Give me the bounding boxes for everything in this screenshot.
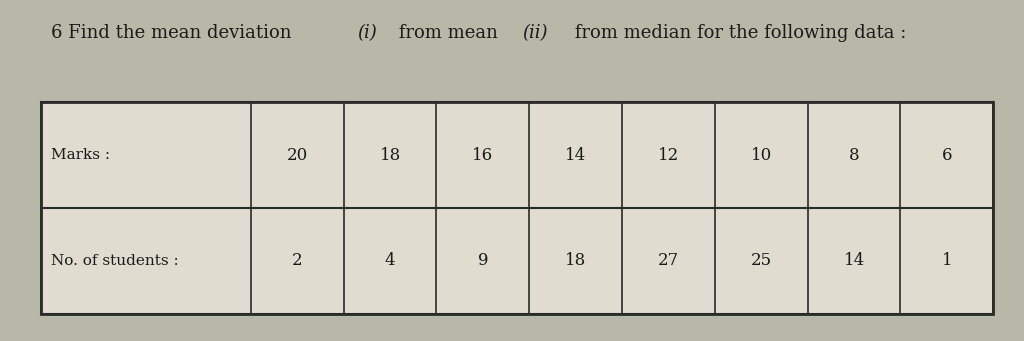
- Text: 16: 16: [472, 147, 494, 164]
- Text: 18: 18: [380, 147, 400, 164]
- Text: 27: 27: [657, 252, 679, 269]
- Text: Marks :: Marks :: [51, 148, 111, 162]
- Text: 12: 12: [657, 147, 679, 164]
- Text: 10: 10: [751, 147, 772, 164]
- Text: 6: 6: [942, 147, 952, 164]
- Text: from median for the following data :: from median for the following data :: [569, 24, 906, 42]
- Text: 14: 14: [565, 147, 587, 164]
- Text: 18: 18: [565, 252, 587, 269]
- Text: 9: 9: [477, 252, 488, 269]
- Text: from mean: from mean: [392, 24, 504, 42]
- Text: 4: 4: [385, 252, 395, 269]
- Text: (ii): (ii): [522, 24, 548, 42]
- Text: 6 Find the mean deviation: 6 Find the mean deviation: [51, 24, 297, 42]
- Text: 14: 14: [844, 252, 864, 269]
- Text: No. of students :: No. of students :: [51, 254, 179, 268]
- Bar: [41, 102, 993, 314]
- Text: 20: 20: [287, 147, 308, 164]
- Text: (i): (i): [357, 24, 377, 42]
- Text: 1: 1: [941, 252, 952, 269]
- Text: 2: 2: [292, 252, 303, 269]
- Text: 8: 8: [849, 147, 859, 164]
- Text: 25: 25: [751, 252, 772, 269]
